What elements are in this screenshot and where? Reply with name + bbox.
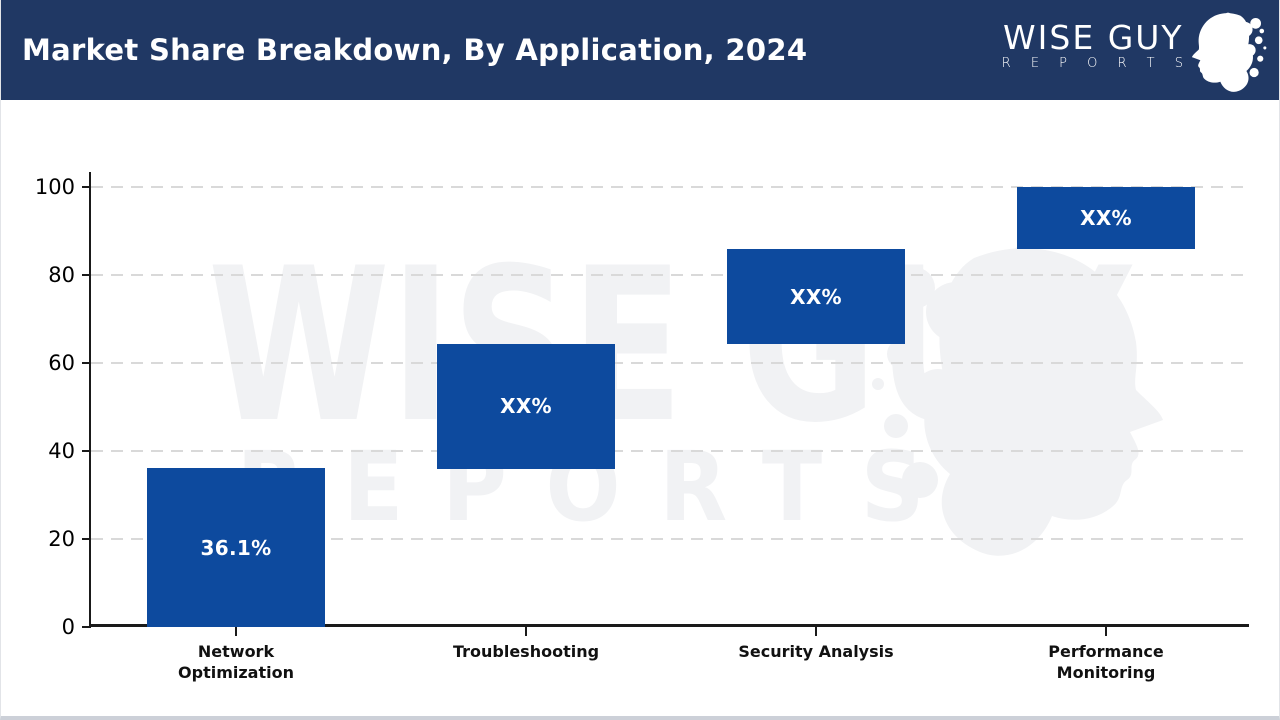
bar-value-label: XX% [1080, 206, 1132, 231]
brand-logo: WISE GUY R E P O R T S [1002, 4, 1269, 96]
x-tick-mark [1105, 627, 1107, 636]
y-tick-label: 0 [61, 615, 75, 639]
plot-area: 0 20 40 60 80 100 36.1% Network Optimization XX%… [35, 172, 1249, 682]
bar-value-label: XX% [500, 394, 552, 419]
y-tick-label: 80 [48, 263, 75, 287]
y-tick-mark [82, 626, 91, 628]
brand-name: WISE GUY [1003, 18, 1184, 57]
gridline [91, 186, 1249, 188]
bar-performance-monitoring: XX% [1017, 187, 1195, 250]
bar-troubleshooting: XX% [437, 344, 615, 469]
gridline [91, 274, 1249, 276]
y-tick-label: 40 [48, 439, 75, 463]
bar-value-label: XX% [790, 284, 842, 309]
gridline [91, 362, 1249, 364]
chart-area: WISE GUY REPORTS 0 20 40 60 80 100 36.1% Networ… [1, 100, 1280, 716]
y-tick-mark [82, 450, 91, 452]
page-title: Market Share Breakdown, By Application, … [22, 33, 808, 67]
y-tick-mark [82, 538, 91, 540]
y-tick-label: 100 [34, 175, 75, 199]
brand-subname: R E P O R T S [1001, 56, 1191, 72]
y-tick-mark [82, 362, 91, 364]
x-tick-mark [525, 627, 527, 636]
bar-security-analysis: XX% [727, 249, 905, 345]
y-tick-mark [82, 274, 91, 276]
x-tick-mark [235, 627, 237, 636]
bar-value-label: 36.1% [200, 535, 272, 560]
x-category-label: Performance Monitoring [1048, 642, 1164, 683]
x-category-label: Troubleshooting [452, 642, 600, 661]
x-category-label: Security Analysis [738, 642, 894, 661]
y-tick-label: 60 [48, 351, 75, 375]
wiseguy-face-icon [1191, 12, 1267, 92]
gridline [91, 538, 1249, 540]
x-tick-mark [815, 627, 817, 636]
y-tick-mark [82, 186, 91, 188]
x-category-label: Network Optimization [178, 642, 294, 683]
brand-wordmark: WISE GUY R E P O R T S [996, 18, 1191, 72]
y-tick-label: 20 [48, 527, 75, 551]
gridline [91, 450, 1249, 452]
header-bar: Market Share Breakdown, By Application, … [1, 0, 1279, 100]
bar-network-optimization: 36.1% [147, 468, 325, 627]
